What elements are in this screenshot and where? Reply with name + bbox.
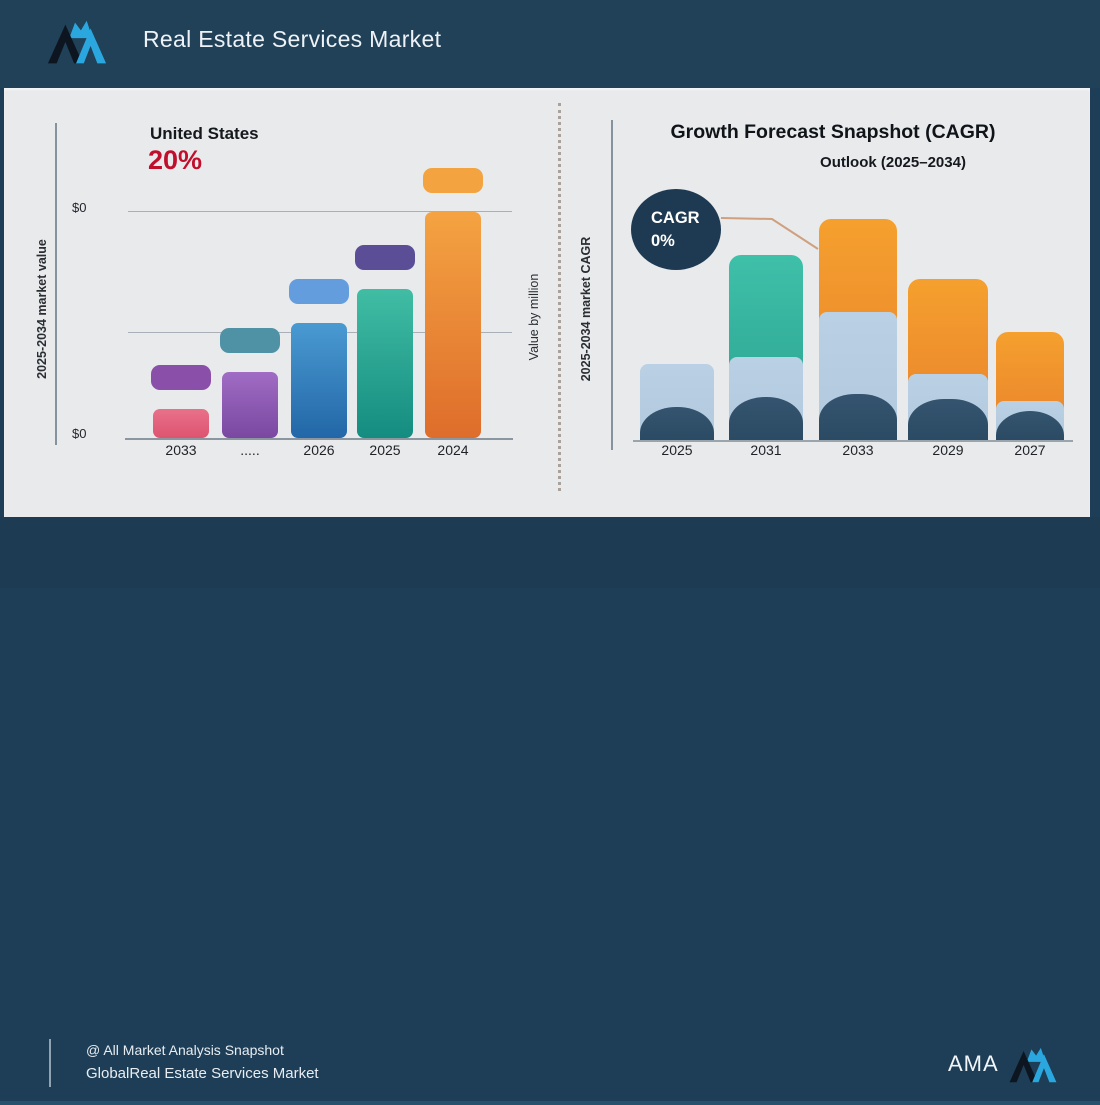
chart2-bar-2033-base (819, 394, 897, 440)
footer-brand-text: AMA (948, 1051, 999, 1076)
chart1-bar-2033 (153, 409, 209, 438)
chart1-x-tick: ..... (240, 442, 260, 458)
header: Real Estate Services Market (0, 0, 1100, 88)
chart2-x-tick: 2025 (661, 442, 693, 458)
footer-report-name: GlobalReal Estate Services Market (86, 1065, 319, 1082)
chart1-bar-2026 (291, 323, 347, 438)
chart1-x-tick: 2026 (303, 442, 335, 458)
cagr-badge-label: CAGR (651, 209, 700, 228)
chart2-bar-2025-base (640, 407, 714, 440)
chart2-y-axis (611, 120, 613, 450)
section-divider (558, 103, 561, 491)
chart1-x-tick: 2033 (165, 442, 197, 458)
chart1-bar-2024 (425, 212, 481, 438)
chart2-x-tick: 2033 (842, 442, 874, 458)
chart2-bar-2031-base (729, 397, 803, 440)
chart1-x-tick: 2024 (437, 442, 469, 458)
footer-ama-logo-icon (1009, 1047, 1057, 1083)
value-axis-label: Value by million (527, 273, 541, 361)
chart2-bar-2029-base (908, 399, 988, 440)
chart2-y-axis-label: 2025-2034 market CAGR (579, 236, 593, 382)
chart1-ytick-bottom: $0 (72, 426, 87, 441)
footer: @ All Market Analysis Snapshot GlobalRea… (0, 517, 1100, 1105)
chart1-y-axis (55, 123, 57, 445)
callout-connector-line (720, 217, 819, 250)
chart2-x-axis (633, 440, 1073, 442)
ama-logo-icon (47, 20, 107, 64)
chart2-x-tick: 2027 (1014, 442, 1046, 458)
footer-caption: @ All Market Analysis Snapshot (86, 1042, 284, 1058)
cagr-badge: CAGR 0% (631, 189, 721, 270)
chart1-x-axis (125, 438, 513, 440)
chart1-bar-cap-2025 (355, 245, 415, 270)
chart2-x-tick: 2031 (750, 442, 782, 458)
chart2-title: Growth Forecast Snapshot (CAGR) (670, 121, 996, 143)
chart1-bar-..... (222, 372, 278, 438)
chart2-subtitle: Outlook (2025–2034) (820, 154, 966, 171)
page-title: Real Estate Services Market (143, 26, 442, 52)
chart1-bar-cap-2024 (423, 168, 483, 193)
footer-divider-rule (49, 1039, 51, 1087)
chart1-bar-cap-2033 (151, 365, 211, 390)
chart1-y-axis-label: 2025-2034 market value (35, 239, 49, 379)
chart1-title: United States (150, 124, 259, 143)
chart1-ytick-top: $0 (72, 200, 87, 215)
chart1-highlight-pct: 20% (148, 145, 203, 175)
chart1-x-tick: 2025 (369, 442, 401, 458)
footer-bottom-edge (0, 1101, 1100, 1105)
chart2-x-tick: 2029 (932, 442, 964, 458)
chart1-bar-cap-2026 (289, 279, 349, 304)
chart1-bar-2025 (357, 289, 413, 438)
chart1-bar-cap-..... (220, 328, 280, 353)
chart1-gridline-top (128, 211, 512, 212)
cagr-badge-value: 0% (651, 231, 675, 250)
